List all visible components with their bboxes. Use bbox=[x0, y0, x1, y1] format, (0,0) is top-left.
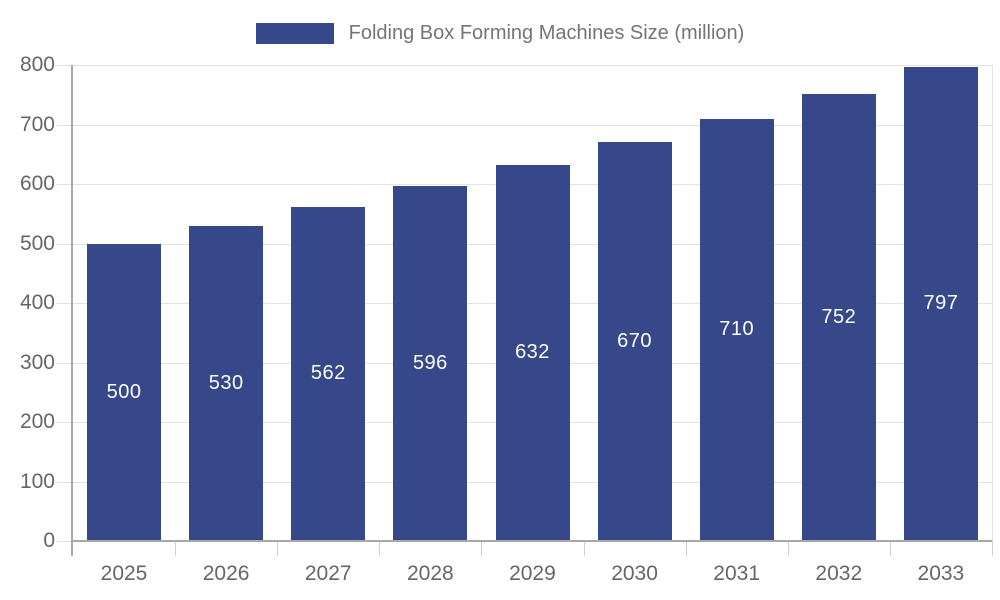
y-axis-tick bbox=[57, 541, 73, 542]
y-axis-tick bbox=[57, 303, 73, 304]
x-tick-label: 2031 bbox=[713, 562, 761, 585]
bar-value-label: 530 bbox=[208, 371, 244, 394]
y-axis-tick bbox=[57, 65, 73, 66]
bar-value-label: 500 bbox=[106, 380, 142, 403]
gridline bbox=[73, 124, 992, 126]
bar-value-label: 632 bbox=[515, 341, 550, 364]
y-axis-tick bbox=[57, 481, 73, 483]
y-axis-tick bbox=[57, 362, 73, 364]
x-tick-label: 2026 bbox=[202, 562, 250, 585]
bar-value-label: 596 bbox=[412, 352, 448, 375]
y-tick-label: 700 bbox=[19, 112, 55, 136]
bar-value-label: 562 bbox=[310, 362, 346, 385]
bar-value-label: 670 bbox=[617, 330, 653, 353]
bar-2030: 670 bbox=[597, 142, 672, 541]
gridline bbox=[73, 65, 992, 66]
x-axis-tick bbox=[481, 541, 483, 556]
x-axis-tick bbox=[379, 541, 381, 556]
bar-2032: 752 bbox=[801, 93, 876, 541]
y-tick-label: 100 bbox=[19, 469, 55, 493]
x-tick-label: 2029 bbox=[509, 562, 556, 585]
y-axis-tick bbox=[57, 422, 73, 423]
plot-right-border bbox=[992, 65, 993, 541]
x-tick-label: 2027 bbox=[304, 562, 352, 585]
y-tick-label: 600 bbox=[19, 172, 55, 195]
x-axis-tick bbox=[787, 541, 789, 556]
bar-2028: 596 bbox=[393, 186, 468, 541]
x-tick-label: 2028 bbox=[406, 562, 454, 585]
y-tick-label: 300 bbox=[19, 350, 55, 374]
x-axis-tick bbox=[992, 541, 993, 556]
bar-value-label: 752 bbox=[821, 305, 857, 328]
bar-2027: 562 bbox=[291, 206, 366, 541]
y-axis-tick bbox=[57, 184, 73, 185]
y-tick-label: 400 bbox=[19, 291, 55, 314]
x-axis-line bbox=[71, 540, 992, 542]
bar-2025: 500 bbox=[87, 243, 162, 541]
y-axis-tick bbox=[57, 124, 73, 126]
y-axis-line bbox=[71, 65, 73, 556]
x-axis-tick bbox=[583, 541, 585, 556]
y-tick-label: 200 bbox=[19, 410, 55, 433]
bar-value-label: 710 bbox=[719, 318, 755, 341]
x-axis-tick bbox=[277, 541, 279, 556]
y-tick-label: 0 bbox=[43, 529, 55, 552]
bar-value-label: 797 bbox=[923, 292, 959, 315]
y-axis-tick bbox=[57, 243, 73, 245]
x-axis-tick bbox=[685, 541, 687, 556]
y-tick-label: 500 bbox=[19, 231, 55, 255]
y-tick-label: 800 bbox=[19, 53, 55, 76]
legend-label: Folding Box Forming Machines Size (milli… bbox=[348, 22, 745, 44]
x-tick-label: 2032 bbox=[815, 562, 863, 585]
x-axis-tick bbox=[175, 541, 177, 556]
x-tick-label: 2033 bbox=[917, 562, 965, 585]
bar-2029: 632 bbox=[495, 164, 570, 541]
bar-2026: 530 bbox=[189, 225, 264, 541]
chart-legend[interactable]: Folding Box Forming Machines Size (milli… bbox=[0, 21, 1000, 45]
x-tick-label: 2030 bbox=[611, 562, 658, 585]
legend-swatch bbox=[255, 22, 334, 44]
bar-2031: 710 bbox=[699, 118, 774, 541]
x-tick-label: 2025 bbox=[100, 562, 148, 585]
x-axis-tick bbox=[889, 541, 891, 556]
bar-2033: 797 bbox=[903, 66, 978, 541]
